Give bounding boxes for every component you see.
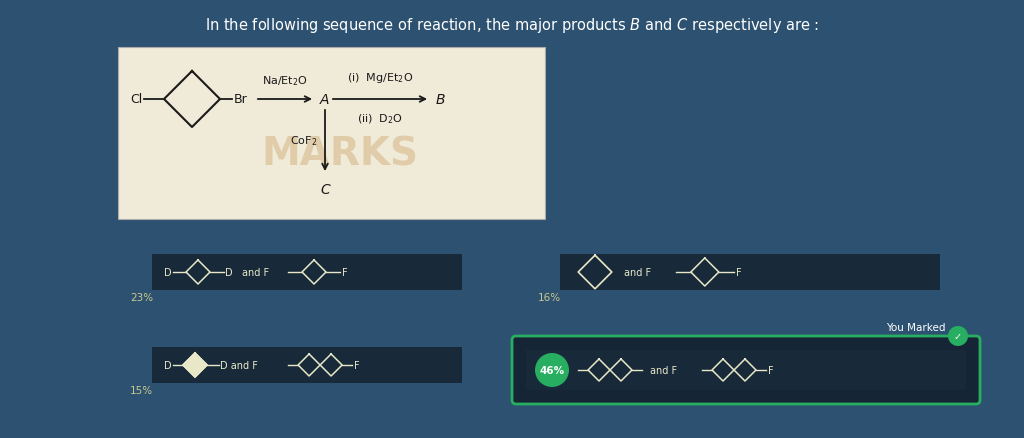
Text: MARKS: MARKS bbox=[261, 136, 419, 173]
Text: In the following sequence of reaction, the major products $B$ and $C$ respective: In the following sequence of reaction, t… bbox=[205, 16, 819, 35]
FancyBboxPatch shape bbox=[512, 336, 980, 404]
Text: B: B bbox=[436, 93, 445, 107]
Text: F: F bbox=[354, 360, 359, 370]
Text: (i)  Mg/Et$_2$O: (i) Mg/Et$_2$O bbox=[347, 71, 413, 85]
Text: and F: and F bbox=[650, 365, 677, 375]
Text: F: F bbox=[768, 365, 773, 375]
Polygon shape bbox=[183, 353, 207, 377]
Text: CoF$_2$: CoF$_2$ bbox=[290, 134, 317, 148]
Text: Na/Et$_2$O: Na/Et$_2$O bbox=[262, 74, 308, 88]
Text: D and F: D and F bbox=[220, 360, 258, 370]
Bar bbox=[560, 254, 940, 290]
Text: D: D bbox=[225, 267, 232, 277]
Text: Cl: Cl bbox=[130, 93, 142, 106]
Text: and F: and F bbox=[624, 267, 651, 277]
Text: D: D bbox=[165, 360, 172, 370]
Text: 23%: 23% bbox=[130, 292, 154, 302]
Text: (ii)  D$_2$O: (ii) D$_2$O bbox=[357, 112, 403, 125]
Text: 15%: 15% bbox=[130, 385, 154, 395]
Text: F: F bbox=[736, 267, 741, 277]
Text: C: C bbox=[321, 183, 330, 197]
Text: and F: and F bbox=[242, 267, 269, 277]
Text: Br: Br bbox=[234, 93, 248, 106]
Circle shape bbox=[535, 353, 569, 387]
Bar bbox=[152, 347, 462, 383]
Circle shape bbox=[948, 326, 968, 346]
Bar bbox=[526, 350, 966, 390]
Text: 46%: 46% bbox=[540, 365, 564, 375]
Text: ✓: ✓ bbox=[954, 331, 963, 341]
Text: You Marked: You Marked bbox=[887, 322, 946, 332]
Bar bbox=[118, 48, 545, 219]
Bar bbox=[152, 254, 462, 290]
Text: 16%: 16% bbox=[538, 292, 561, 302]
Text: D: D bbox=[165, 267, 172, 277]
Text: A: A bbox=[321, 93, 330, 107]
Text: F: F bbox=[342, 267, 347, 277]
